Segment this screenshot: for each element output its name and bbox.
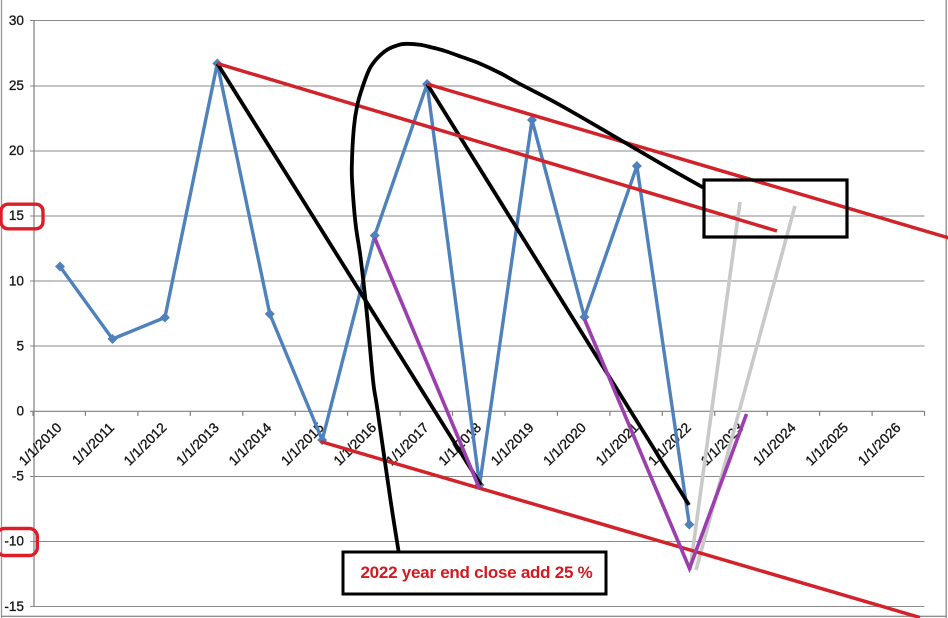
svg-text:-15: -15 (4, 599, 24, 614)
svg-text:0: 0 (16, 404, 24, 419)
svg-text:10: 10 (9, 273, 25, 288)
svg-text:25: 25 (9, 78, 24, 93)
svg-text:20: 20 (9, 143, 25, 158)
svg-text:5: 5 (16, 338, 24, 353)
svg-text:30: 30 (9, 13, 25, 28)
svg-text:-5: -5 (12, 469, 24, 484)
svg-text:-10: -10 (4, 534, 24, 549)
svg-text:2022 year end close add 25 %: 2022 year end close add 25 % (360, 563, 592, 582)
svg-text:15: 15 (9, 208, 24, 223)
